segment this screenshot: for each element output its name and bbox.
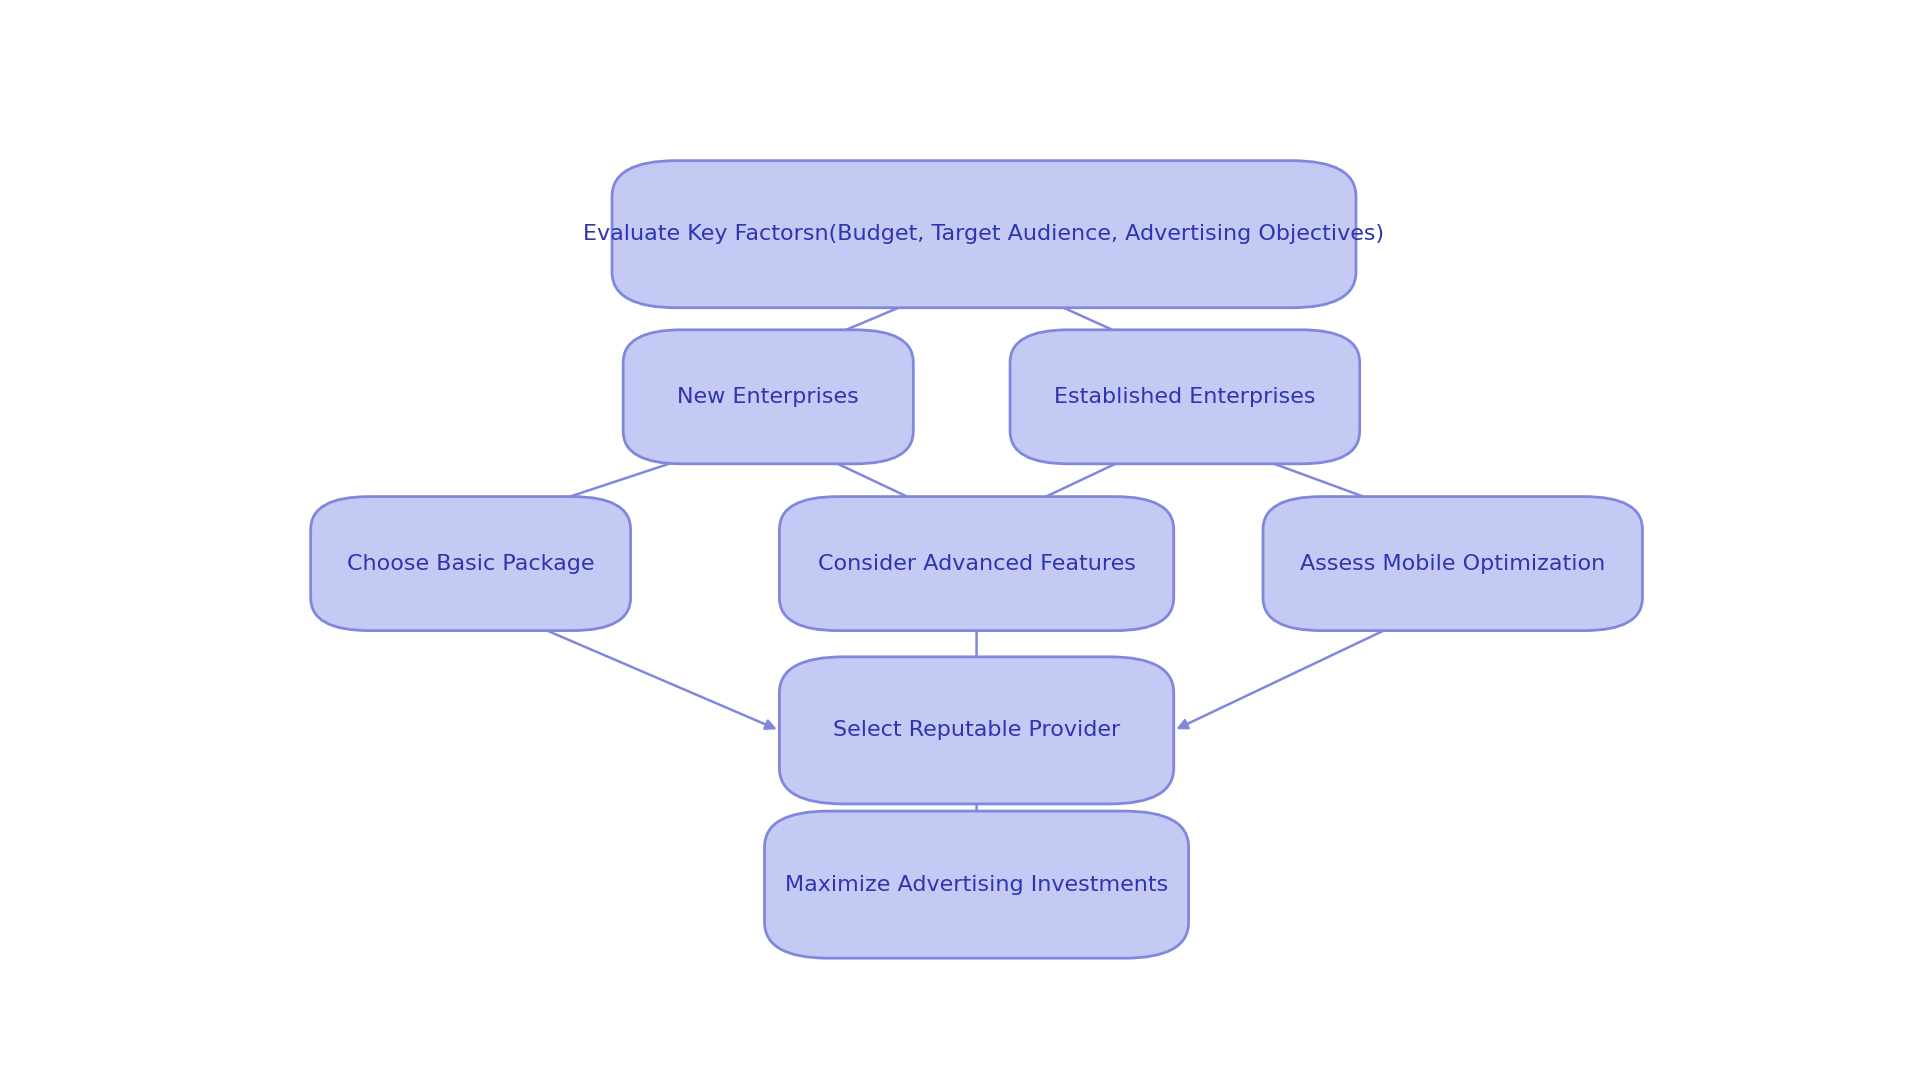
FancyBboxPatch shape [764, 811, 1188, 958]
Text: Maximize Advertising Investments: Maximize Advertising Investments [785, 875, 1167, 895]
Text: Assess Mobile Optimization: Assess Mobile Optimization [1300, 553, 1605, 574]
FancyBboxPatch shape [780, 656, 1173, 804]
Text: New Enterprises: New Enterprises [678, 387, 858, 407]
FancyBboxPatch shape [1263, 497, 1642, 630]
Text: Choose Basic Package: Choose Basic Package [348, 553, 595, 574]
FancyBboxPatch shape [311, 497, 630, 630]
FancyBboxPatch shape [624, 330, 914, 464]
FancyBboxPatch shape [1010, 330, 1359, 464]
Text: Evaluate Key Factorsn(Budget, Target Audience, Advertising Objectives): Evaluate Key Factorsn(Budget, Target Aud… [584, 224, 1384, 244]
Text: Consider Advanced Features: Consider Advanced Features [818, 553, 1135, 574]
FancyBboxPatch shape [612, 160, 1356, 308]
FancyBboxPatch shape [780, 497, 1173, 630]
Text: Established Enterprises: Established Enterprises [1054, 387, 1315, 407]
Text: Select Reputable Provider: Select Reputable Provider [833, 720, 1119, 741]
